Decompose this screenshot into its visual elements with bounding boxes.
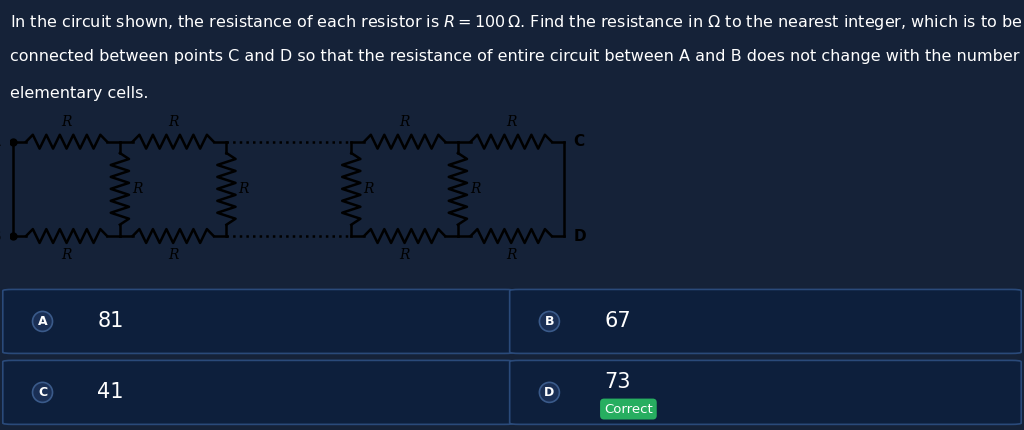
FancyBboxPatch shape bbox=[3, 360, 514, 424]
Text: D: D bbox=[573, 228, 586, 243]
Text: R: R bbox=[239, 182, 249, 196]
Text: R: R bbox=[399, 115, 410, 129]
Text: R: R bbox=[470, 182, 480, 196]
Text: C: C bbox=[573, 134, 585, 149]
Text: D: D bbox=[545, 386, 555, 399]
Text: 81: 81 bbox=[97, 311, 124, 332]
Text: connected between points C and D so that the resistance of entire circuit betwee: connected between points C and D so that… bbox=[10, 49, 1024, 64]
Text: Correct: Correct bbox=[604, 402, 652, 415]
Text: R: R bbox=[506, 249, 516, 262]
Text: elementary cells.: elementary cells. bbox=[10, 86, 148, 101]
Text: R: R bbox=[506, 115, 516, 129]
Text: R: R bbox=[399, 249, 410, 262]
Text: R: R bbox=[132, 182, 142, 196]
FancyBboxPatch shape bbox=[510, 360, 1021, 424]
Text: R: R bbox=[168, 249, 178, 262]
Text: B: B bbox=[0, 228, 1, 243]
Text: A: A bbox=[38, 315, 47, 328]
Text: R: R bbox=[168, 115, 178, 129]
Text: C: C bbox=[38, 386, 47, 399]
Text: R: R bbox=[61, 115, 72, 129]
Text: 73: 73 bbox=[604, 372, 631, 393]
Text: R: R bbox=[61, 249, 72, 262]
Text: 41: 41 bbox=[97, 382, 124, 402]
Text: In the circuit shown, the resistance of each resistor is $R = 100\,\Omega$. Find: In the circuit shown, the resistance of … bbox=[10, 13, 1023, 32]
Text: B: B bbox=[545, 315, 554, 328]
Text: A: A bbox=[0, 134, 1, 149]
Text: 67: 67 bbox=[604, 311, 631, 332]
FancyBboxPatch shape bbox=[510, 289, 1021, 353]
Text: R: R bbox=[364, 182, 374, 196]
FancyBboxPatch shape bbox=[3, 289, 514, 353]
